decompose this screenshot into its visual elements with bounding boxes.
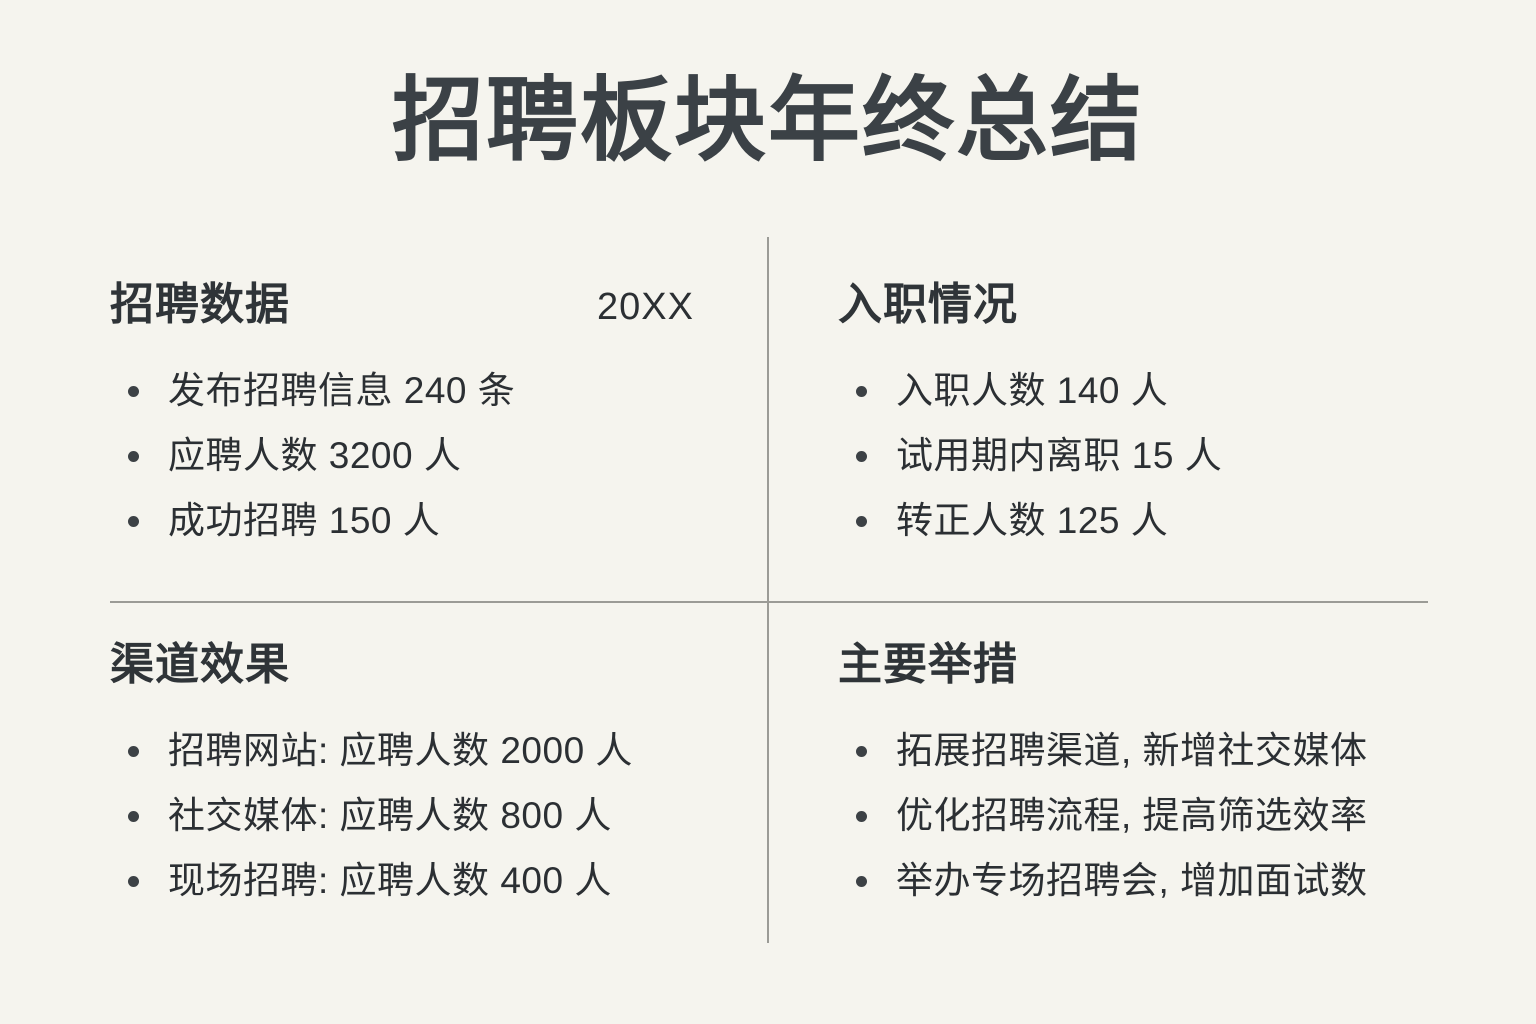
list-item-label: 转正人数 125 人 bbox=[896, 500, 1169, 541]
bullet-dot-icon bbox=[128, 746, 139, 757]
list-item: 发布招聘信息 240 条 bbox=[110, 358, 740, 423]
quadrant-header: 入职情况 bbox=[838, 268, 1468, 329]
list-item-label: 试用期内离职 15 人 bbox=[896, 435, 1223, 476]
list-item: 入职人数 140 人 bbox=[838, 358, 1468, 423]
quadrant-channel-results: 渠道效果 招聘网站: 应聘人数 2000 人 社交媒体: 应聘人数 800 人 … bbox=[110, 628, 740, 948]
list-item: 拓展招聘渠道, 新增社交媒体 bbox=[838, 718, 1468, 783]
quadrant-header: 渠道效果 bbox=[110, 628, 740, 689]
list-item: 优化招聘流程, 提高筛选效率 bbox=[838, 783, 1468, 848]
list-item-label: 现场招聘: 应聘人数 400 人 bbox=[168, 860, 612, 901]
section-title-recruiting-data: 招聘数据 bbox=[110, 280, 290, 329]
quadrant-recruiting-data: 招聘数据 20XX 发布招聘信息 240 条 应聘人数 3200 人 成功招聘 … bbox=[110, 268, 740, 588]
list-item-label: 入职人数 140 人 bbox=[896, 370, 1169, 411]
bullet-dot-icon bbox=[856, 451, 867, 462]
section-title-channel-results: 渠道效果 bbox=[110, 640, 290, 689]
list-item-label: 发布招聘信息 240 条 bbox=[168, 370, 516, 411]
bullet-dot-icon bbox=[856, 746, 867, 757]
page-title: 招聘板块年终总结 bbox=[391, 70, 1144, 172]
list-item-label: 举办专场招聘会, 增加面试数 bbox=[896, 860, 1368, 901]
list-item: 应聘人数 3200 人 bbox=[110, 423, 740, 488]
bullet-dot-icon bbox=[128, 386, 139, 397]
list-item-label: 招聘网站: 应聘人数 2000 人 bbox=[168, 730, 633, 771]
list-item: 现场招聘: 应聘人数 400 人 bbox=[110, 848, 740, 913]
bullet-list-recruiting-data: 发布招聘信息 240 条 应聘人数 3200 人 成功招聘 150 人 bbox=[110, 358, 740, 553]
list-item-label: 应聘人数 3200 人 bbox=[168, 435, 462, 476]
list-item-label: 优化招聘流程, 提高筛选效率 bbox=[896, 795, 1368, 836]
list-item: 社交媒体: 应聘人数 800 人 bbox=[110, 783, 740, 848]
list-item: 招聘网站: 应聘人数 2000 人 bbox=[110, 718, 740, 783]
list-item: 转正人数 125 人 bbox=[838, 488, 1468, 553]
bullet-dot-icon bbox=[856, 811, 867, 822]
divider-horizontal bbox=[110, 601, 1428, 603]
quadrant-onboarding: 入职情况 入职人数 140 人 试用期内离职 15 人 转正人数 125 人 bbox=[838, 268, 1468, 588]
list-item: 试用期内离职 15 人 bbox=[838, 423, 1468, 488]
section-title-key-measures: 主要举措 bbox=[838, 640, 1018, 689]
bullet-dot-icon bbox=[128, 451, 139, 462]
bullet-dot-icon bbox=[856, 516, 867, 527]
bullet-list-onboarding: 入职人数 140 人 试用期内离职 15 人 转正人数 125 人 bbox=[838, 358, 1468, 553]
bullet-dot-icon bbox=[856, 876, 867, 887]
bullet-dot-icon bbox=[128, 876, 139, 887]
list-item-label: 拓展招聘渠道, 新增社交媒体 bbox=[896, 730, 1368, 771]
list-item: 举办专场招聘会, 增加面试数 bbox=[838, 848, 1468, 913]
bullet-dot-icon bbox=[128, 516, 139, 527]
list-item-label: 成功招聘 150 人 bbox=[168, 500, 441, 541]
quadrant-header: 主要举措 bbox=[838, 628, 1468, 689]
list-item-label: 社交媒体: 应聘人数 800 人 bbox=[168, 795, 612, 836]
bullet-dot-icon bbox=[856, 386, 867, 397]
quadrant-key-measures: 主要举措 拓展招聘渠道, 新增社交媒体 优化招聘流程, 提高筛选效率 举办专场招… bbox=[838, 628, 1468, 948]
bullet-dot-icon bbox=[128, 811, 139, 822]
divider-vertical bbox=[767, 237, 769, 943]
year-badge: 20XX bbox=[597, 286, 694, 328]
bullet-list-key-measures: 拓展招聘渠道, 新增社交媒体 优化招聘流程, 提高筛选效率 举办专场招聘会, 增… bbox=[838, 718, 1468, 913]
bullet-list-channel-results: 招聘网站: 应聘人数 2000 人 社交媒体: 应聘人数 800 人 现场招聘:… bbox=[110, 718, 740, 913]
list-item: 成功招聘 150 人 bbox=[110, 488, 740, 553]
quadrant-header: 招聘数据 20XX bbox=[110, 268, 740, 329]
section-title-onboarding: 入职情况 bbox=[838, 280, 1018, 329]
